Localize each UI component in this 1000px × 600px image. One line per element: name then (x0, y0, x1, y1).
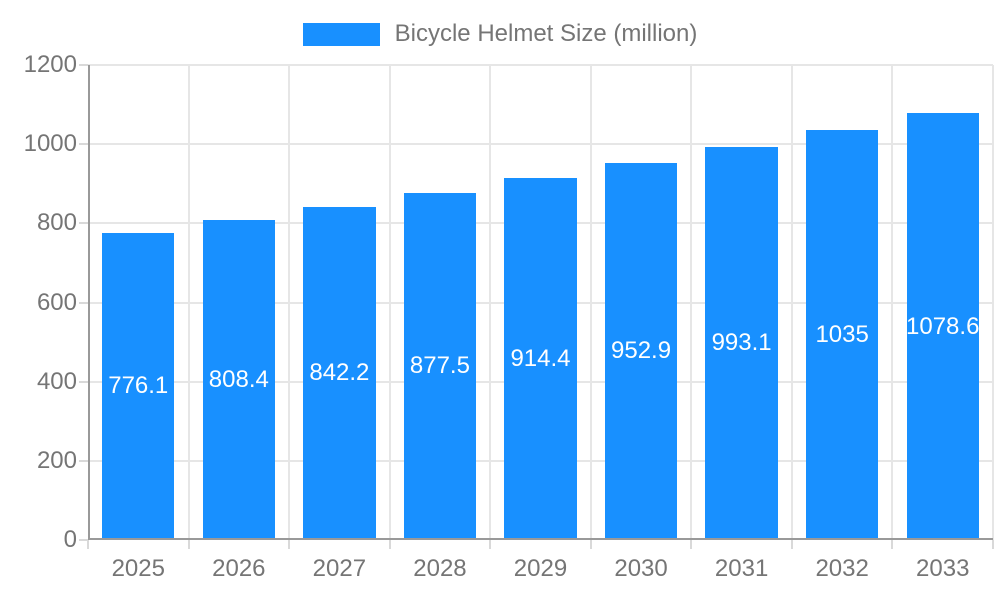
x-axis-tick (690, 540, 693, 549)
x-axis-tick-label: 2031 (714, 555, 769, 582)
bar[interactable]: 993.1 (705, 146, 778, 540)
gridline-vertical (790, 65, 793, 540)
x-axis-tick-label: 2032 (815, 555, 869, 582)
y-axis-tick (79, 539, 88, 541)
y-axis-tick (79, 143, 88, 146)
legend-label: Bicycle Helmet Size (million) (394, 20, 698, 47)
legend-swatch-icon (302, 22, 380, 46)
bar[interactable]: 1078.6 (906, 113, 980, 540)
y-axis-tick (79, 301, 88, 304)
x-axis-tick-label: 2029 (513, 555, 568, 582)
gridline-horizontal (88, 64, 993, 66)
bar-value-label: 952.9 (611, 337, 672, 365)
bar[interactable]: 776.1 (102, 232, 175, 540)
y-axis-tick (79, 459, 88, 462)
bar[interactable]: 842.2 (303, 206, 376, 540)
y-axis-tick-label: 1000 (23, 130, 77, 158)
bar[interactable]: 952.9 (604, 162, 678, 540)
plot-area: 0 200 400 600 800 1000 1200 776.1 2025 808.4 2026 8… (24, 51, 994, 582)
x-axis-tick-label: 2028 (413, 555, 467, 582)
y-axis-tick (79, 380, 88, 383)
gridline-vertical (187, 65, 190, 540)
y-axis-tick (79, 64, 88, 66)
bar[interactable]: 877.5 (403, 192, 477, 540)
legend[interactable]: Bicycle Helmet Size (million) (0, 20, 1000, 48)
x-axis-tick-label: 2025 (111, 555, 165, 582)
gridline-vertical (589, 65, 592, 540)
y-axis-tick (79, 222, 88, 225)
y-axis-line (88, 65, 90, 540)
gridline-vertical (891, 65, 894, 540)
x-axis-tick (790, 540, 793, 549)
bar-value-label: 993.1 (711, 329, 772, 357)
bar-value-label: 1035 (815, 321, 869, 349)
gridline-vertical (489, 65, 492, 540)
y-axis-tick-label: 200 (36, 446, 77, 474)
x-axis-tick-label: 2033 (916, 555, 970, 582)
y-axis-tick-label: 0 (63, 526, 77, 553)
x-axis-line (88, 538, 993, 540)
x-axis-tick-label: 2027 (312, 555, 367, 582)
y-axis-tick-label: 600 (36, 288, 77, 316)
x-axis-tick-label: 2026 (212, 555, 266, 582)
x-axis-tick (891, 540, 894, 549)
y-axis-tick-label: 800 (36, 209, 77, 237)
bar-value-label: 1078.6 (906, 312, 980, 340)
gridline-horizontal (88, 143, 993, 146)
gridline-vertical (992, 65, 994, 540)
gridline-vertical (288, 65, 291, 540)
bar-value-label: 808.4 (208, 366, 269, 393)
bar-value-label: 877.5 (409, 352, 470, 380)
y-axis-tick-label: 400 (36, 367, 77, 395)
bar[interactable]: 1035 (805, 130, 879, 540)
y-axis-tick-label: 1200 (23, 51, 77, 78)
gridline-vertical (388, 65, 391, 540)
bar[interactable]: 914.4 (504, 178, 577, 540)
x-axis-tick-label: 2030 (614, 555, 668, 582)
bar-value-label: 842.2 (309, 359, 370, 387)
gridline-vertical (690, 65, 693, 540)
x-axis-tick (589, 540, 592, 549)
x-axis-tick (187, 540, 190, 549)
bar-value-label: 914.4 (510, 345, 571, 373)
x-axis-tick (489, 540, 492, 549)
x-axis-tick (992, 540, 994, 549)
bar[interactable]: 808.4 (202, 220, 276, 540)
x-axis-tick (388, 540, 391, 549)
x-axis-tick (288, 540, 291, 549)
x-axis-tick (87, 540, 89, 549)
bar-value-label: 776.1 (108, 372, 169, 400)
